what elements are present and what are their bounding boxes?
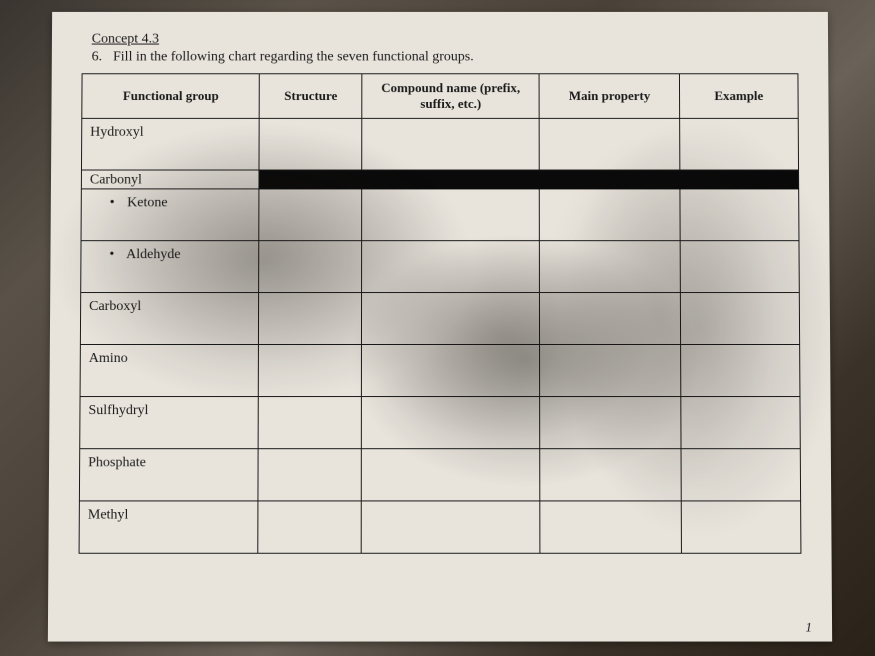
row-label: • Aldehyde	[81, 241, 259, 293]
bullet-icon: •	[109, 247, 123, 263]
col-structure: Structure	[260, 74, 362, 119]
row-label: Carboxyl	[80, 293, 259, 345]
empty-cell	[540, 118, 680, 170]
page-number: 1	[805, 619, 812, 635]
row-label: Carbonyl	[81, 170, 259, 189]
col-main-property: Main property	[540, 74, 680, 119]
empty-cell	[540, 449, 681, 501]
worksheet-paper: Concept 4.3 6. Fill in the following cha…	[48, 12, 832, 642]
table-row: Phosphate	[79, 449, 800, 501]
concept-title: Concept 4.3	[92, 32, 799, 48]
empty-cell	[540, 293, 681, 345]
row-label-text: Aldehyde	[123, 247, 180, 262]
empty-cell	[540, 501, 681, 553]
question-text: Fill in the following chart regarding th…	[113, 50, 474, 65]
row-label: Methyl	[79, 501, 258, 553]
col-compound-name: Compound name (prefix, suffix, etc.)	[362, 74, 540, 119]
table-row: • Ketone	[81, 189, 799, 241]
empty-cell	[681, 501, 801, 553]
empty-cell	[361, 449, 540, 501]
empty-cell	[361, 501, 540, 553]
row-label-text: Ketone	[124, 195, 168, 210]
empty-cell	[259, 189, 362, 241]
table-row: Sulfhydryl	[80, 397, 801, 449]
functional-groups-table: Functional group Structure Compound name…	[79, 73, 802, 554]
empty-cell	[680, 118, 799, 170]
empty-cell	[259, 241, 362, 293]
row-label: • Ketone	[81, 189, 259, 241]
row-label: Phosphate	[79, 449, 258, 501]
empty-cell	[259, 293, 362, 345]
carbonyl-banner	[259, 170, 798, 189]
empty-cell	[540, 189, 680, 241]
empty-cell	[540, 397, 681, 449]
table-row: • Aldehyde	[81, 241, 800, 293]
table-body: HydroxylCarbonyl• Ketone• AldehydeCarbox…	[79, 118, 801, 553]
row-label: Sulfhydryl	[80, 397, 259, 449]
empty-cell	[259, 344, 362, 396]
col-example: Example	[679, 74, 798, 119]
empty-cell	[259, 118, 361, 170]
empty-cell	[680, 189, 799, 241]
empty-cell	[681, 449, 801, 501]
empty-cell	[681, 344, 800, 396]
row-label: Hydroxyl	[81, 118, 259, 170]
bullet-icon: •	[110, 195, 124, 211]
table-row: Carbonyl	[81, 170, 798, 189]
question-number: 6.	[92, 50, 110, 66]
table-row: Methyl	[79, 501, 801, 553]
heading-area: Concept 4.3 6. Fill in the following cha…	[92, 32, 799, 66]
table-row: Carboxyl	[80, 293, 799, 345]
empty-cell	[361, 344, 540, 396]
empty-cell	[258, 449, 361, 501]
empty-cell	[540, 344, 681, 396]
empty-cell	[362, 241, 540, 293]
empty-cell	[681, 397, 800, 449]
table-row: Amino	[80, 344, 800, 396]
table-header-row: Functional group Structure Compound name…	[82, 74, 798, 119]
question-line: 6. Fill in the following chart regarding…	[92, 50, 799, 66]
empty-cell	[362, 189, 540, 241]
table-row: Hydroxyl	[81, 118, 798, 170]
empty-cell	[362, 293, 540, 345]
empty-cell	[258, 397, 361, 449]
empty-cell	[258, 501, 361, 553]
row-label: Amino	[80, 344, 259, 396]
empty-cell	[680, 241, 799, 293]
empty-cell	[362, 118, 540, 170]
col-functional-group: Functional group	[82, 74, 260, 119]
empty-cell	[540, 241, 681, 293]
empty-cell	[680, 293, 799, 345]
empty-cell	[361, 397, 540, 449]
